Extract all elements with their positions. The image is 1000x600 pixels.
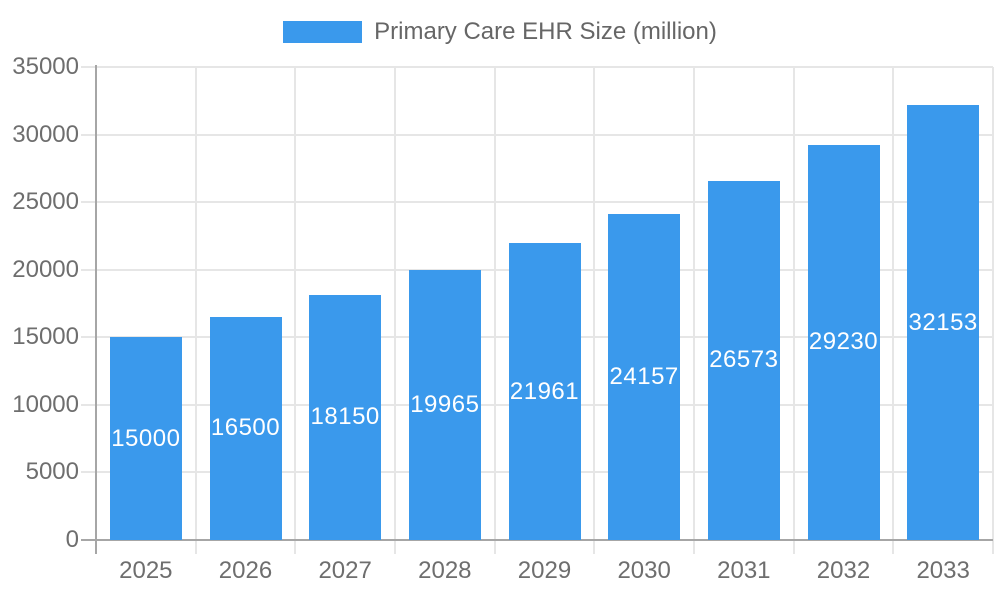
y-axis-tick-label: 5000 xyxy=(25,458,79,486)
bar[interactable]: 26573 xyxy=(707,180,780,540)
bar[interactable]: 18150 xyxy=(309,294,382,540)
gridline-vertical xyxy=(394,67,396,540)
gridline-horizontal xyxy=(96,66,993,68)
gridline-vertical xyxy=(294,67,297,540)
gridline-vertical xyxy=(693,67,695,540)
x-axis-tick-label: 2030 xyxy=(617,557,671,584)
y-axis-tick xyxy=(81,471,96,474)
y-axis-tick xyxy=(81,66,96,68)
x-axis-tick xyxy=(294,540,297,554)
y-axis-tick xyxy=(81,403,96,406)
bar[interactable]: 19965 xyxy=(408,270,481,540)
bar[interactable]: 29230 xyxy=(807,144,880,540)
y-axis-tick-label: 35000 xyxy=(12,53,79,80)
x-axis-tick-label: 2033 xyxy=(916,557,970,584)
gridline-vertical xyxy=(194,67,197,540)
gridline-vertical xyxy=(493,67,496,540)
bar[interactable]: 15000 xyxy=(109,337,182,540)
x-axis-tick-label: 2027 xyxy=(318,557,372,584)
bar[interactable]: 16500 xyxy=(209,317,282,540)
bar-value-label: 19965 xyxy=(410,391,480,419)
x-axis-tick xyxy=(693,540,695,554)
x-axis-tick-label: 2032 xyxy=(816,557,871,584)
y-axis-tick-label: 0 xyxy=(65,526,79,553)
legend-label: Primary Care EHR Size (million) xyxy=(374,18,717,45)
y-axis-tick-label: 30000 xyxy=(12,120,79,148)
bar-value-label: 18150 xyxy=(310,403,380,431)
bar[interactable]: 32153 xyxy=(907,105,980,540)
x-axis-tick xyxy=(194,540,197,554)
bar-value-label: 29230 xyxy=(808,328,879,356)
y-axis-tick-label: 20000 xyxy=(12,255,79,283)
y-axis-tick xyxy=(81,201,96,204)
legend-swatch-icon xyxy=(283,21,363,44)
bar[interactable]: 24157 xyxy=(608,213,681,540)
bar-value-label: 15000 xyxy=(111,424,181,452)
y-axis-tick xyxy=(81,268,96,271)
x-axis-tick xyxy=(493,540,496,554)
x-axis-tick-label: 2026 xyxy=(218,557,273,584)
x-axis-tick xyxy=(792,540,795,554)
gridline-vertical xyxy=(992,67,994,540)
gridline-horizontal xyxy=(96,201,993,204)
bar-value-label: 21961 xyxy=(509,377,580,405)
x-axis-tick-label: 2025 xyxy=(119,557,173,584)
bar-value-label: 26573 xyxy=(709,346,779,374)
x-axis-tick xyxy=(892,540,895,554)
bar-value-label: 32153 xyxy=(908,308,978,336)
gridline-horizontal xyxy=(96,133,993,136)
x-axis-line xyxy=(81,539,993,541)
gridline-vertical xyxy=(593,67,596,540)
y-axis-tick xyxy=(81,336,96,339)
y-axis-tick-label: 15000 xyxy=(12,323,79,351)
bar[interactable]: 21961 xyxy=(508,243,581,540)
x-axis-tick xyxy=(992,540,994,554)
y-axis-line xyxy=(95,65,97,554)
legend[interactable]: Primary Care EHR Size (million) xyxy=(0,18,1000,47)
bar-value-label: 24157 xyxy=(609,362,679,390)
x-axis-tick-label: 2028 xyxy=(418,557,472,584)
y-axis-tick-label: 10000 xyxy=(12,390,79,418)
y-axis-tick xyxy=(81,133,96,136)
gridline-vertical xyxy=(792,67,795,540)
x-axis-tick xyxy=(394,540,396,554)
gridline-vertical xyxy=(892,67,895,540)
x-axis-tick-label: 2029 xyxy=(517,557,572,584)
y-axis-tick-label: 25000 xyxy=(12,188,79,216)
x-axis-tick-label: 2031 xyxy=(717,557,771,584)
x-axis-tick xyxy=(593,540,596,554)
bar-value-label: 16500 xyxy=(210,414,281,442)
